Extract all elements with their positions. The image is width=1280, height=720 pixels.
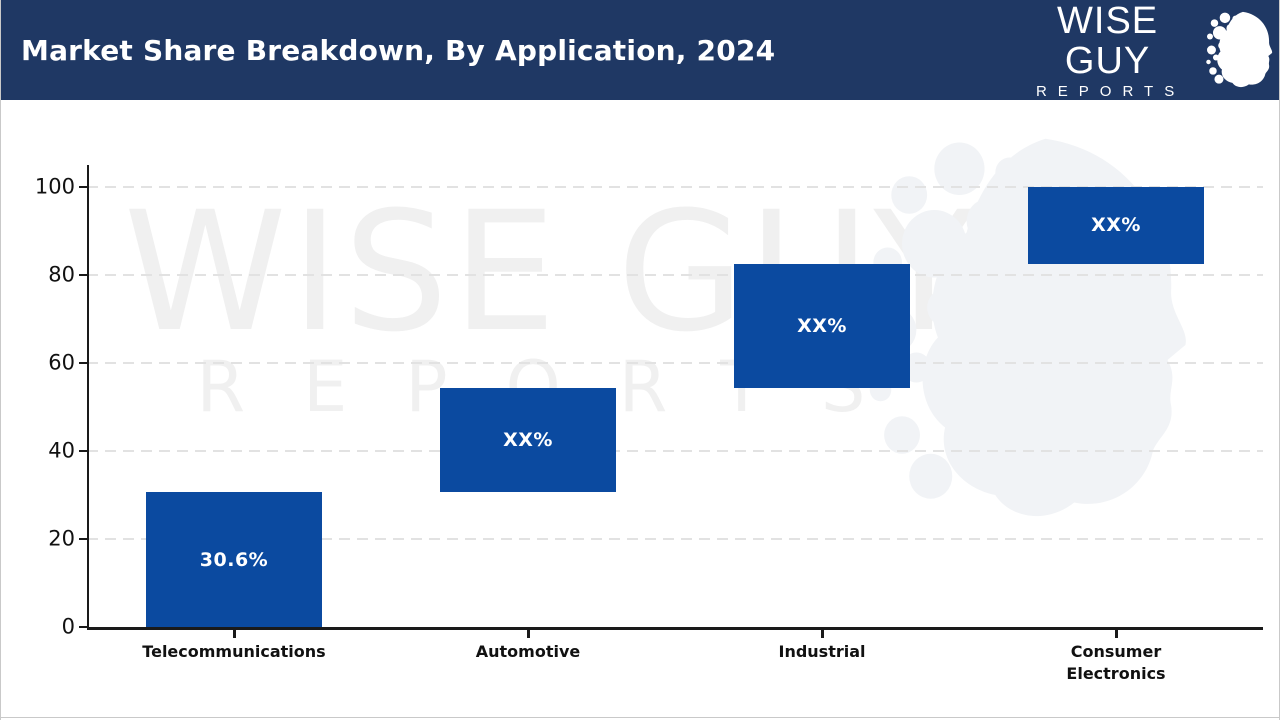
y-tick-label: 60 [48,350,75,375]
x-tick-mark [1114,630,1118,638]
y-tick-label: 100 [34,174,75,199]
bar-value-label: XX% [1091,214,1141,237]
bar-segment: XX% [440,387,616,493]
x-tick-mark [526,630,530,638]
y-tick-label: 0 [61,614,75,639]
y-tick-mark [79,274,87,276]
header-bar: Market Share Breakdown, By Application, … [1,0,1279,100]
y-gridline [87,538,1263,540]
y-tick-label: 80 [48,262,75,287]
bar-segment: 30.6% [146,492,322,627]
bar-segment: XX% [1028,187,1204,264]
x-tick-mark [820,630,824,638]
bottom-divider [1,717,1279,718]
y-axis-line [87,165,89,630]
y-gridline [87,186,1263,188]
y-gridline [87,450,1263,452]
x-axis-label: Consumer Electronics [1066,642,1166,684]
bar-segment: XX% [734,263,910,388]
y-tick-label: 40 [48,438,75,463]
y-tick-mark [79,186,87,188]
brand-logo: WISE GUY REPORTS [1013,1,1273,100]
y-gridline [87,274,1263,276]
brand-logo-text: WISE GUY REPORTS [1013,1,1202,100]
y-tick-label: 20 [48,526,75,551]
bar-value-label: 30.6% [199,548,269,571]
x-axis-label: Telecommunications [142,642,326,661]
y-tick-mark [79,362,87,364]
bar-value-label: XX% [797,314,847,337]
bar-value-label: XX% [503,428,553,451]
dotted-face-profile-icon [1206,11,1273,88]
brand-name: WISE GUY [1057,0,1159,82]
y-tick-mark [79,450,87,452]
y-tick-mark [79,626,87,628]
x-axis-label: Industrial [778,642,866,661]
y-gridline [87,362,1263,364]
brand-subname: REPORTS [1035,82,1186,100]
x-tick-mark [232,630,236,638]
x-axis-line [87,627,1263,630]
y-tick-mark [79,538,87,540]
x-axis-label: Automotive [475,642,581,661]
page-title: Market Share Breakdown, By Application, … [21,33,776,67]
